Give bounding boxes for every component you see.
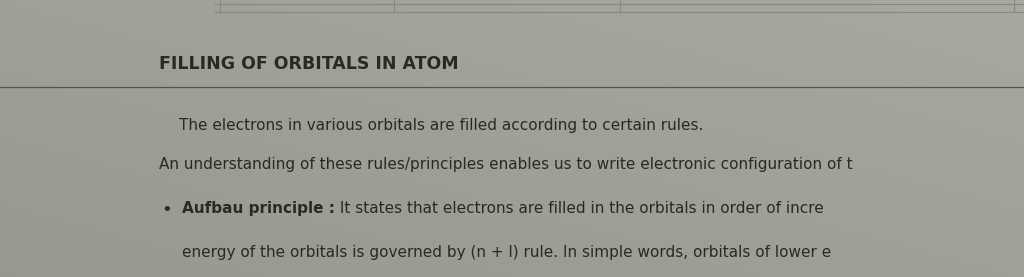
Text: FILLING OF ORBITALS IN ATOM: FILLING OF ORBITALS IN ATOM (159, 55, 459, 73)
Text: An understanding of these rules/principles enables us to write electronic config: An understanding of these rules/principl… (159, 157, 852, 171)
Text: •: • (161, 201, 171, 219)
Text: energy of the orbitals is governed by (n + l) rule. In simple words, orbitals of: energy of the orbitals is governed by (n… (182, 245, 831, 260)
Text: Aufbau principle :: Aufbau principle : (182, 201, 335, 216)
Text: The electrons in various orbitals are filled according to certain rules.: The electrons in various orbitals are fi… (179, 118, 703, 133)
Text: It states that electrons are filled in the orbitals in order of incre: It states that electrons are filled in t… (335, 201, 823, 216)
